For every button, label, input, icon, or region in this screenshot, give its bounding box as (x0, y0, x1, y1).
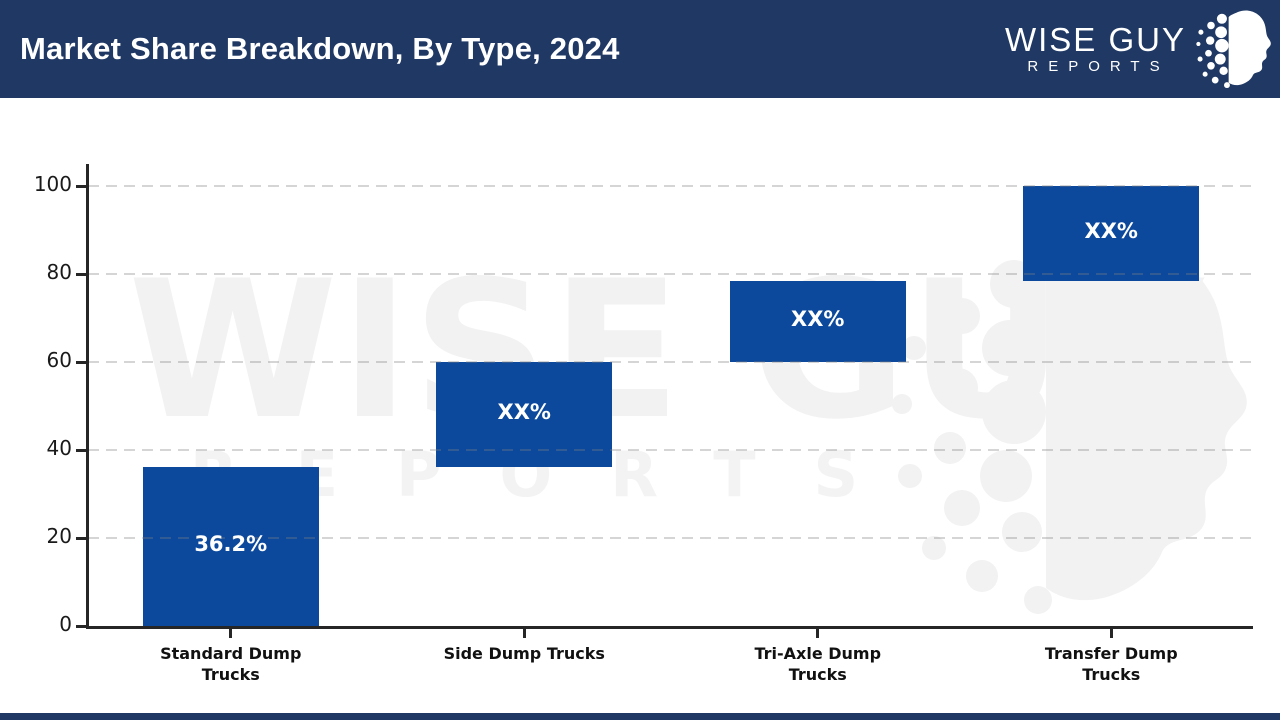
y-tick (76, 361, 86, 364)
logo-wordmark: WISE GUY (1004, 20, 1186, 58)
bar-value-label: XX% (1084, 219, 1138, 244)
x-tick (816, 629, 820, 638)
category-label-line: Transfer Dump (1044, 644, 1178, 663)
logo-head-icon (1196, 10, 1271, 89)
y-tick-label: 80 (46, 260, 72, 284)
x-axis-line (86, 626, 1253, 629)
bar-value-label: XX% (497, 400, 551, 425)
y-axis-line (86, 164, 89, 629)
y-tick-label: 100 (33, 172, 72, 196)
y-tick-label: 0 (59, 612, 72, 636)
category-label: Side Dump Trucks (394, 643, 654, 664)
bar-value-label: XX% (791, 307, 845, 332)
bar-segment (729, 280, 906, 362)
bar-segment (436, 362, 613, 467)
brand-logo-text: WISE GUY REPORTS (1004, 20, 1186, 76)
y-tick-label: 40 (46, 436, 72, 460)
x-tick (229, 629, 233, 638)
category-label-line: Standard Dump (160, 644, 302, 663)
category-label: Tri-Axle Dump Trucks (688, 643, 948, 685)
gridline (88, 185, 1253, 187)
header-bar: Market Share Breakdown, By Type, 2024 WI… (0, 0, 1280, 98)
category-label-line: Tri-Axle Dump (754, 644, 882, 663)
y-tick (76, 449, 86, 452)
gridline (88, 537, 1253, 539)
y-tick (76, 537, 86, 540)
gridline (88, 361, 1253, 363)
category-label-line: Trucks (788, 665, 847, 684)
chart-canvas: WISE GUY REPORTS 0 20 40 60 80 100 36.2% Standa… (0, 98, 1280, 713)
y-tick (76, 273, 86, 276)
y-tick (76, 185, 86, 188)
category-label-line: Trucks (1082, 665, 1141, 684)
footer-bar (0, 713, 1280, 720)
gridline (88, 273, 1253, 275)
category-label: Transfer Dump Trucks (981, 643, 1241, 685)
bar-value-label: 36.2% (194, 532, 268, 557)
y-tick-label: 60 (46, 348, 72, 372)
y-tick (76, 625, 86, 628)
page-title: Market Share Breakdown, By Type, 2024 (20, 31, 620, 66)
category-label: Standard Dump Trucks (101, 643, 361, 685)
y-tick-label: 20 (46, 524, 72, 548)
x-tick (522, 629, 526, 638)
plot-area: 0 20 40 60 80 100 36.2% Standard Dump Trucks XX% S… (0, 98, 1280, 713)
category-label-line: Trucks (201, 665, 260, 684)
bar-segment (142, 466, 319, 626)
gridline (88, 449, 1253, 451)
logo-subtext: REPORTS (1027, 57, 1170, 75)
brand-logo: WISE GUY REPORTS (1005, 5, 1274, 93)
category-label-line: Side Dump Trucks (443, 644, 605, 663)
x-tick (1109, 629, 1113, 638)
